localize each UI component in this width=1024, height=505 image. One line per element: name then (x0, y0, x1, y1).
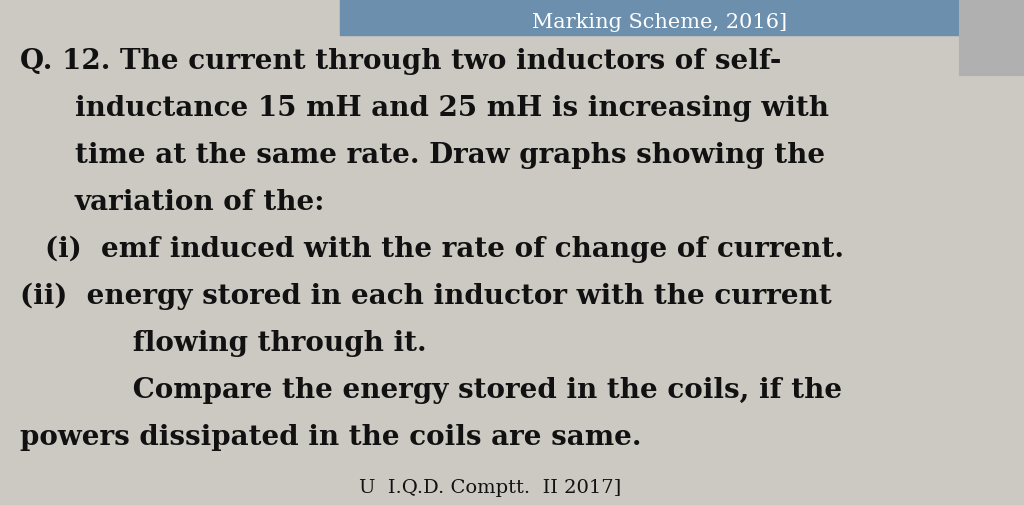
Text: U  I.Q.D. Comptt.  II 2017]: U I.Q.D. Comptt. II 2017] (358, 479, 622, 497)
Text: Marking Scheme, 2016]: Marking Scheme, 2016] (532, 13, 787, 31)
Bar (340, 0, 970, 35)
Text: powers dissipated in the coils are same.: powers dissipated in the coils are same. (20, 424, 641, 451)
Text: Q. 12. The current through two inductors of self-: Q. 12. The current through two inductors… (20, 48, 781, 75)
Text: (i)  emf induced with the rate of change of current.: (i) emf induced with the rate of change … (45, 236, 844, 263)
Text: Compare the energy stored in the coils, if the: Compare the energy stored in the coils, … (75, 377, 842, 404)
Bar (961, 0, 1024, 75)
Text: flowing through it.: flowing through it. (75, 330, 427, 357)
Text: time at the same rate. Draw graphs showing the: time at the same rate. Draw graphs showi… (75, 142, 825, 169)
Text: inductance 15 mH and 25 mH is increasing with: inductance 15 mH and 25 mH is increasing… (75, 95, 829, 122)
Text: variation of the:: variation of the: (75, 189, 326, 216)
Text: (ii)  energy stored in each inductor with the current: (ii) energy stored in each inductor with… (20, 283, 831, 310)
